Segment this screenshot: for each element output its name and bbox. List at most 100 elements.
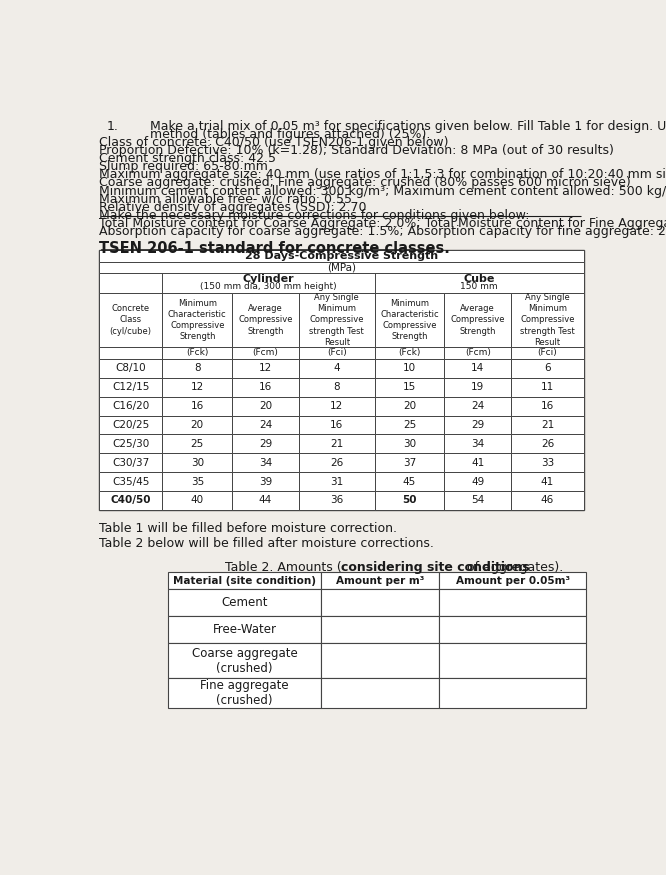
Text: (Fck): (Fck): [398, 348, 421, 358]
Bar: [440, 678, 587, 708]
Text: 35: 35: [190, 477, 204, 487]
Text: Cylinder: Cylinder: [242, 274, 294, 284]
Text: 37: 37: [403, 458, 416, 468]
Text: Amount per m³: Amount per m³: [336, 576, 424, 585]
Text: C40/50: C40/50: [111, 495, 151, 506]
Bar: [232, 416, 299, 435]
Bar: [440, 590, 587, 616]
Bar: [299, 453, 375, 472]
Bar: [163, 491, 232, 510]
Bar: [163, 346, 232, 359]
Text: 6: 6: [544, 363, 551, 374]
Text: 46: 46: [541, 495, 554, 506]
Text: 21: 21: [330, 439, 344, 449]
Bar: [99, 250, 584, 510]
Text: 54: 54: [471, 495, 484, 506]
Text: Average
Compressive
Strength: Average Compressive Strength: [450, 304, 505, 335]
Bar: [163, 435, 232, 453]
Text: 25: 25: [403, 420, 416, 430]
Text: C20/25: C20/25: [112, 420, 149, 430]
Text: considering site conditions: considering site conditions: [341, 561, 530, 574]
Text: 26: 26: [541, 439, 554, 449]
Text: (Fcm): (Fcm): [252, 348, 278, 358]
Bar: [375, 416, 444, 435]
Bar: [163, 293, 232, 346]
Text: Maximum aggregate size: 40 mm (use ratios of 1:1,5:3 for combination of 10:20:40: Maximum aggregate size: 40 mm (use ratio…: [99, 168, 666, 181]
Text: 28 Days-Compressive Strength: 28 Days-Compressive Strength: [245, 251, 438, 261]
Text: 45: 45: [403, 477, 416, 487]
Text: 14: 14: [471, 363, 484, 374]
Bar: [375, 473, 444, 491]
Bar: [99, 473, 163, 491]
Text: 33: 33: [541, 458, 554, 468]
Bar: [99, 262, 584, 273]
Text: Absorption capacity for coarse aggregate: 1.5%; Absorption capacity for fine agg: Absorption capacity for coarse aggregate…: [99, 225, 666, 238]
Bar: [511, 378, 584, 396]
Text: C8/10: C8/10: [115, 363, 146, 374]
Bar: [444, 346, 511, 359]
Text: Fine aggregate
(crushed): Fine aggregate (crushed): [200, 679, 289, 707]
Bar: [299, 378, 375, 396]
Text: 34: 34: [471, 439, 484, 449]
Text: 4: 4: [334, 363, 340, 374]
Bar: [375, 491, 444, 510]
Text: Free-Water: Free-Water: [212, 623, 276, 636]
Bar: [99, 416, 163, 435]
Bar: [232, 491, 299, 510]
Text: Any Single
Minimum
Compressive
strength Test
Result: Any Single Minimum Compressive strength …: [310, 293, 364, 346]
Bar: [168, 572, 321, 590]
Text: 12: 12: [190, 382, 204, 392]
Text: (Fci): (Fci): [537, 348, 557, 358]
Text: Relative density of aggregates (SSD): 2.70: Relative density of aggregates (SSD): 2.…: [99, 200, 366, 214]
Bar: [444, 396, 511, 416]
Bar: [163, 396, 232, 416]
Text: 49: 49: [471, 477, 484, 487]
Text: Minimum cement content allowed: 300 kg/m³; Maximum cement content allowed: 500 k: Minimum cement content allowed: 300 kg/m…: [99, 185, 666, 198]
Text: (MPa): (MPa): [327, 262, 356, 272]
Bar: [440, 616, 587, 643]
Text: 20: 20: [403, 401, 416, 411]
Text: 10: 10: [403, 363, 416, 374]
Bar: [375, 453, 444, 472]
Text: Slump required: 65-80 mm: Slump required: 65-80 mm: [99, 160, 268, 173]
Text: method (tables and figures attached) (25%).: method (tables and figures attached) (25…: [151, 128, 431, 141]
Text: 19: 19: [471, 382, 484, 392]
Text: 31: 31: [330, 477, 344, 487]
Bar: [168, 678, 321, 708]
Text: Any Single
Minimum
Compressive
strength Test
Result: Any Single Minimum Compressive strength …: [520, 293, 575, 346]
Bar: [440, 572, 587, 590]
Text: Total Moisture content for Coarse Aggregate: 2.0%; Total Moisture content for Fi: Total Moisture content for Coarse Aggreg…: [99, 217, 666, 230]
Bar: [299, 396, 375, 416]
Bar: [511, 435, 584, 453]
Text: 30: 30: [190, 458, 204, 468]
Bar: [511, 416, 584, 435]
Bar: [163, 378, 232, 396]
Text: Concrete
Class
(cyl/cube): Concrete Class (cyl/cube): [110, 304, 152, 335]
Text: 12: 12: [259, 363, 272, 374]
Bar: [99, 491, 163, 510]
Text: TSEN 206-1 standard for concrete classes.: TSEN 206-1 standard for concrete classes…: [99, 242, 450, 256]
Text: 12: 12: [330, 401, 344, 411]
Text: (Fci): (Fci): [327, 348, 346, 358]
Text: 26: 26: [330, 458, 344, 468]
Bar: [299, 473, 375, 491]
Bar: [511, 346, 584, 359]
Bar: [321, 616, 440, 643]
Bar: [299, 359, 375, 378]
Text: Amount per 0.05m³: Amount per 0.05m³: [456, 576, 570, 585]
Bar: [321, 590, 440, 616]
Text: Proportion Defective: 10% (k=1.28); Standard Deviation: 8 MPa (out of 30 results: Proportion Defective: 10% (k=1.28); Stan…: [99, 144, 613, 158]
Text: 34: 34: [259, 458, 272, 468]
Bar: [99, 293, 163, 346]
Text: Minimum
Characteristic
Compressive
Strength: Minimum Characteristic Compressive Stren…: [168, 298, 226, 341]
Bar: [375, 378, 444, 396]
Text: 44: 44: [259, 495, 272, 506]
Bar: [321, 572, 440, 590]
Bar: [375, 435, 444, 453]
Text: 150 mm: 150 mm: [460, 282, 498, 291]
Bar: [375, 359, 444, 378]
Text: 29: 29: [471, 420, 484, 430]
Bar: [99, 250, 584, 262]
Bar: [232, 453, 299, 472]
Text: 24: 24: [471, 401, 484, 411]
